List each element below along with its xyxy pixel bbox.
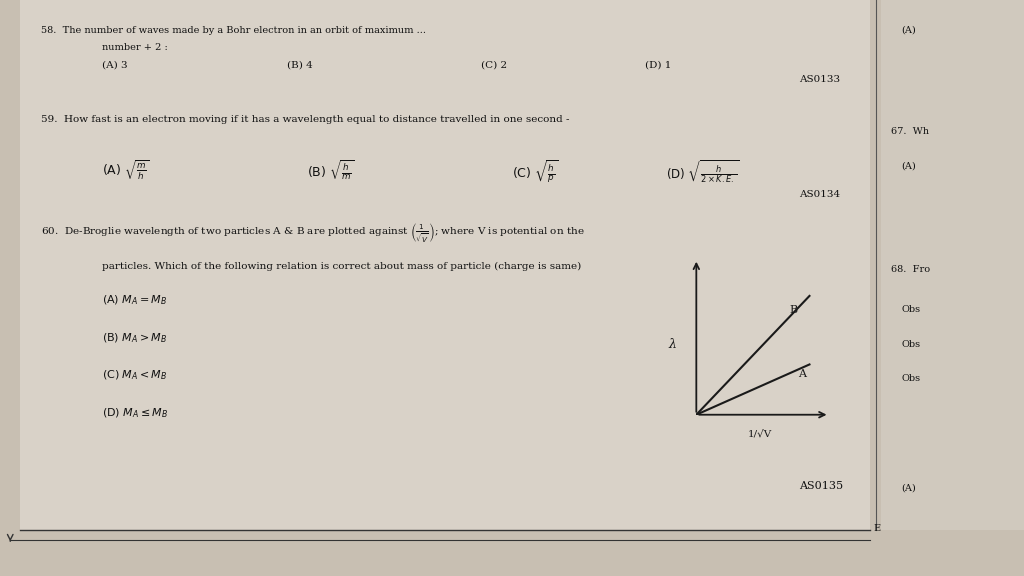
Text: AS0135: AS0135 <box>799 481 843 491</box>
Text: (B) 4: (B) 4 <box>287 60 312 70</box>
Text: (A) $\sqrt{\frac{m}{h}}$: (A) $\sqrt{\frac{m}{h}}$ <box>102 158 151 182</box>
Text: 58.  The number of waves made by a Bohr electron in an orbit of maximum ...: 58. The number of waves made by a Bohr e… <box>41 26 426 35</box>
Text: 67.  Wh: 67. Wh <box>891 127 929 136</box>
Text: (C) $M_A < M_B$: (C) $M_A < M_B$ <box>102 369 168 382</box>
Text: (A): (A) <box>901 26 915 35</box>
Text: (A) $M_A = M_B$: (A) $M_A = M_B$ <box>102 294 168 308</box>
Text: (A): (A) <box>901 161 915 170</box>
Text: (D) $M_A \leq M_B$: (D) $M_A \leq M_B$ <box>102 406 169 420</box>
Text: (B) $\sqrt{\frac{h}{m}}$: (B) $\sqrt{\frac{h}{m}}$ <box>307 158 355 182</box>
Bar <box>20 0 870 530</box>
Text: AS0134: AS0134 <box>799 190 840 199</box>
Text: (C) 2: (C) 2 <box>481 60 508 70</box>
Text: λ: λ <box>669 338 676 351</box>
Text: (C) $\sqrt{\frac{h}{p}}$: (C) $\sqrt{\frac{h}{p}}$ <box>512 158 558 185</box>
Text: 1/√V: 1/√V <box>749 430 772 438</box>
Text: (A) 3: (A) 3 <box>102 60 128 70</box>
Text: (B) $M_A > M_B$: (B) $M_A > M_B$ <box>102 331 168 345</box>
Text: E: E <box>873 524 881 533</box>
Text: 68.  Fro: 68. Fro <box>891 265 930 274</box>
Text: (A): (A) <box>901 484 915 493</box>
Text: 59.  How fast is an electron moving if it has a wavelength equal to distance tra: 59. How fast is an electron moving if it… <box>41 115 569 124</box>
Text: 60.  De-Broglie wavelength of two particles A & B are plotted against $\left(\fr: 60. De-Broglie wavelength of two particl… <box>41 222 585 245</box>
Text: (D) $\sqrt{\frac{h}{2 \times K.E.}}$: (D) $\sqrt{\frac{h}{2 \times K.E.}}$ <box>666 158 739 185</box>
Text: B: B <box>790 305 798 315</box>
Text: A: A <box>798 369 806 379</box>
Text: AS0133: AS0133 <box>799 75 840 84</box>
Text: Obs: Obs <box>901 305 921 314</box>
Text: (D) 1: (D) 1 <box>645 60 672 70</box>
Text: particles. Which of the following relation is correct about mass of particle (ch: particles. Which of the following relati… <box>102 262 582 271</box>
Text: Obs: Obs <box>901 374 921 384</box>
Bar <box>881 0 1024 530</box>
Text: Obs: Obs <box>901 340 921 349</box>
Text: number + 2 :: number + 2 : <box>102 43 168 52</box>
